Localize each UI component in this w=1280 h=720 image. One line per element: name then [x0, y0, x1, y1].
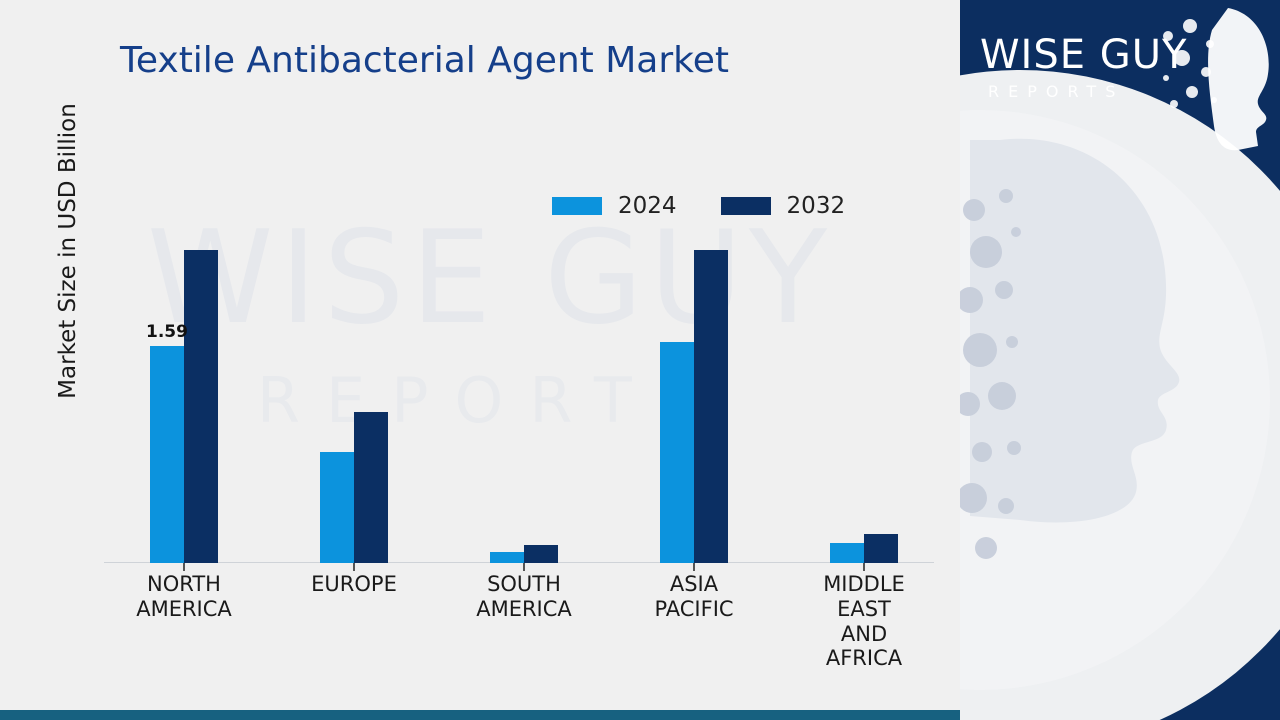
bar-2024-middle-east-and-africa[interactable]	[830, 543, 864, 563]
bar-group-middle-east-and-africa: MIDDLE EAST AND AFRICA	[794, 180, 934, 670]
bar-2024-asia-pacific[interactable]	[660, 342, 694, 563]
chart-legend: 2024 2032	[552, 193, 845, 219]
category-label-europe: EUROPE	[311, 572, 397, 596]
page-title: Textile Antibacterial Agent Market	[120, 40, 729, 81]
y-axis-label: Market Size in USD Billion	[55, 103, 81, 399]
category-label-south-america: SOUTH AMERICA	[476, 572, 572, 621]
legend-swatch-2032	[720, 197, 771, 215]
bar-group-north-america: 1.59 NORTH AMERICA	[114, 180, 254, 621]
bar-value-label: 1.59	[146, 322, 188, 342]
category-label-middle-east-and-africa: MIDDLE EAST AND AFRICA	[823, 572, 905, 671]
category-label-asia-pacific: ASIA PACIFIC	[654, 572, 734, 621]
legend-item-2024[interactable]: 2024	[552, 193, 677, 219]
bar-2024-europe[interactable]	[320, 452, 354, 563]
bar-2032-europe[interactable]	[354, 412, 388, 563]
brand-decorative-art	[960, 8, 1280, 720]
legend-label-2032: 2032	[786, 193, 846, 219]
legend-item-2032[interactable]: 2032	[720, 193, 846, 219]
brand-logo: WISE GUY REPORTS	[976, 32, 1266, 117]
axis-tick	[183, 563, 185, 571]
legend-swatch-2024	[552, 197, 602, 215]
plot-area: 1.59 NORTH AMERICA EUROPE	[104, 180, 934, 670]
axis-tick	[523, 563, 525, 571]
brand-panel: WISE GUY REPORTS	[960, 0, 1280, 720]
chart-panel: Textile Antibacterial Agent Market WISE …	[0, 40, 960, 720]
bar-2032-north-america[interactable]	[184, 250, 218, 563]
legend-label-2024: 2024	[618, 193, 677, 219]
bar-2024-south-america[interactable]	[490, 552, 524, 563]
axis-tick	[693, 563, 695, 571]
bar-group-europe: EUROPE	[284, 180, 424, 596]
bar-2032-middle-east-and-africa[interactable]	[864, 534, 898, 563]
bar-2032-south-america[interactable]	[524, 545, 558, 563]
axis-tick	[863, 563, 865, 571]
bar-group-south-america: SOUTH AMERICA	[454, 180, 594, 621]
bottom-accent-bar	[0, 710, 960, 720]
axis-tick	[353, 563, 355, 571]
logo-text-secondary: REPORTS	[988, 82, 1125, 101]
logo-text-primary: WISE GUY	[980, 32, 1188, 78]
bar-2024-north-america[interactable]: 1.59	[146, 322, 188, 563]
bar-2032-asia-pacific[interactable]	[694, 250, 728, 563]
bar-group-asia-pacific: ASIA PACIFIC	[624, 180, 764, 621]
category-label-north-america: NORTH AMERICA	[136, 572, 232, 621]
